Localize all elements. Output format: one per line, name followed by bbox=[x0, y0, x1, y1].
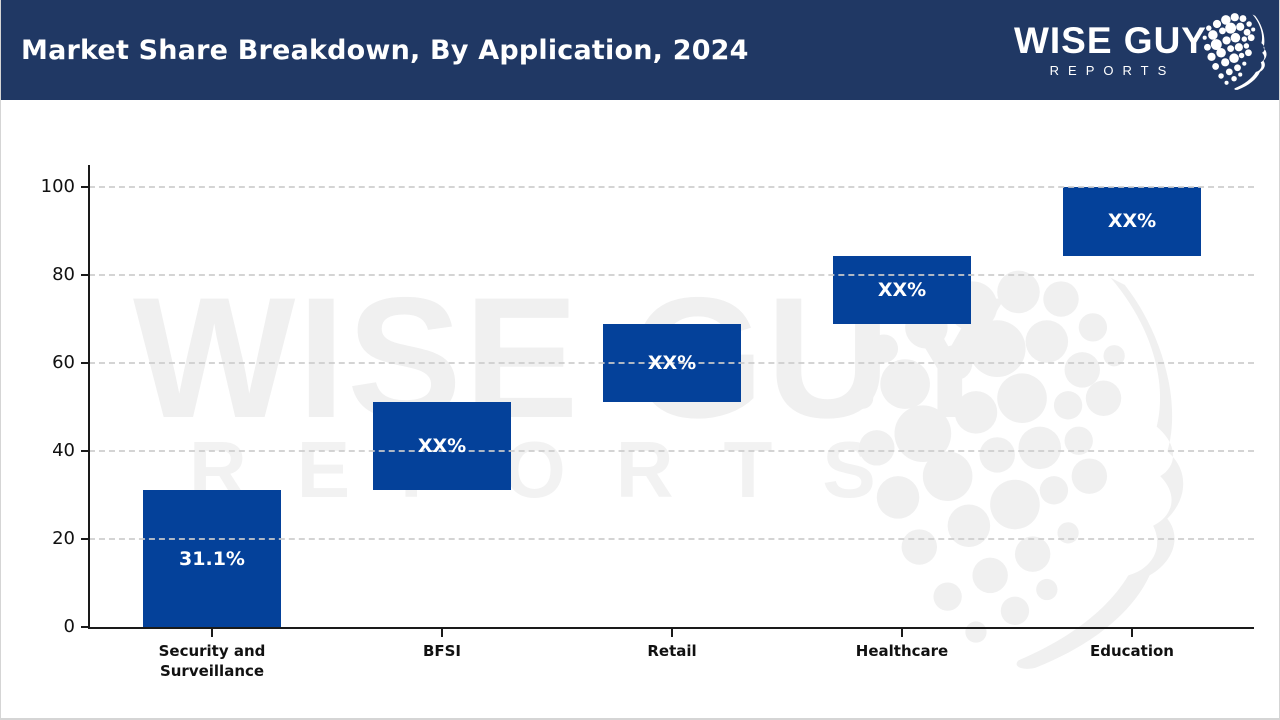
y-tick bbox=[81, 538, 89, 540]
logo-subtext: REPORTS bbox=[1049, 63, 1176, 78]
y-tick-label: 100 bbox=[40, 176, 75, 197]
y-tick-label: 20 bbox=[52, 528, 75, 549]
bar-segment bbox=[143, 490, 281, 627]
bar-segment bbox=[1063, 187, 1201, 256]
logo-wordmark: WISE GUY bbox=[1013, 20, 1207, 61]
y-tick bbox=[81, 274, 89, 276]
x-tick bbox=[441, 629, 443, 637]
y-tick-label: 60 bbox=[52, 352, 75, 373]
category-label: Security and Surveillance bbox=[158, 642, 266, 681]
page-title: Market Share Breakdown, By Application, … bbox=[21, 34, 749, 66]
brand-logo: WISE GUY REPORTS bbox=[1013, 9, 1279, 91]
bar-value-label: XX% bbox=[417, 435, 467, 458]
bar-segment bbox=[833, 255, 971, 325]
header-bar: Market Share Breakdown, By Application, … bbox=[1, 0, 1279, 100]
y-tick bbox=[81, 626, 89, 628]
watermark-reports: REPORTS bbox=[189, 425, 926, 514]
category-label: Healthcare bbox=[855, 642, 949, 660]
gridline bbox=[89, 362, 1254, 364]
y-tick bbox=[81, 362, 89, 364]
x-tick bbox=[211, 629, 213, 637]
bar-segment bbox=[373, 402, 511, 491]
gridline bbox=[89, 450, 1254, 452]
gridline bbox=[89, 274, 1254, 276]
bar-value-label: XX% bbox=[647, 352, 697, 375]
category-label: Retail bbox=[647, 642, 697, 660]
y-tick bbox=[81, 450, 89, 452]
x-tick bbox=[1131, 629, 1133, 637]
gridline bbox=[89, 538, 1254, 540]
category-label: Education bbox=[1090, 642, 1174, 660]
x-tick bbox=[671, 629, 673, 637]
gridline bbox=[89, 186, 1254, 188]
y-tick bbox=[81, 186, 89, 188]
bar-value-label: XX% bbox=[877, 278, 927, 301]
y-axis bbox=[88, 165, 90, 629]
y-tick-label: 0 bbox=[63, 616, 75, 637]
bar-value-label: XX% bbox=[1107, 210, 1157, 233]
bar-value-label: 31.1% bbox=[179, 547, 245, 570]
y-tick-label: 40 bbox=[52, 440, 75, 461]
y-tick-label: 80 bbox=[52, 264, 75, 285]
logo-head-icon bbox=[1202, 13, 1267, 90]
x-tick bbox=[901, 629, 903, 637]
category-label: BFSI bbox=[422, 642, 462, 660]
x-axis bbox=[88, 627, 1254, 629]
